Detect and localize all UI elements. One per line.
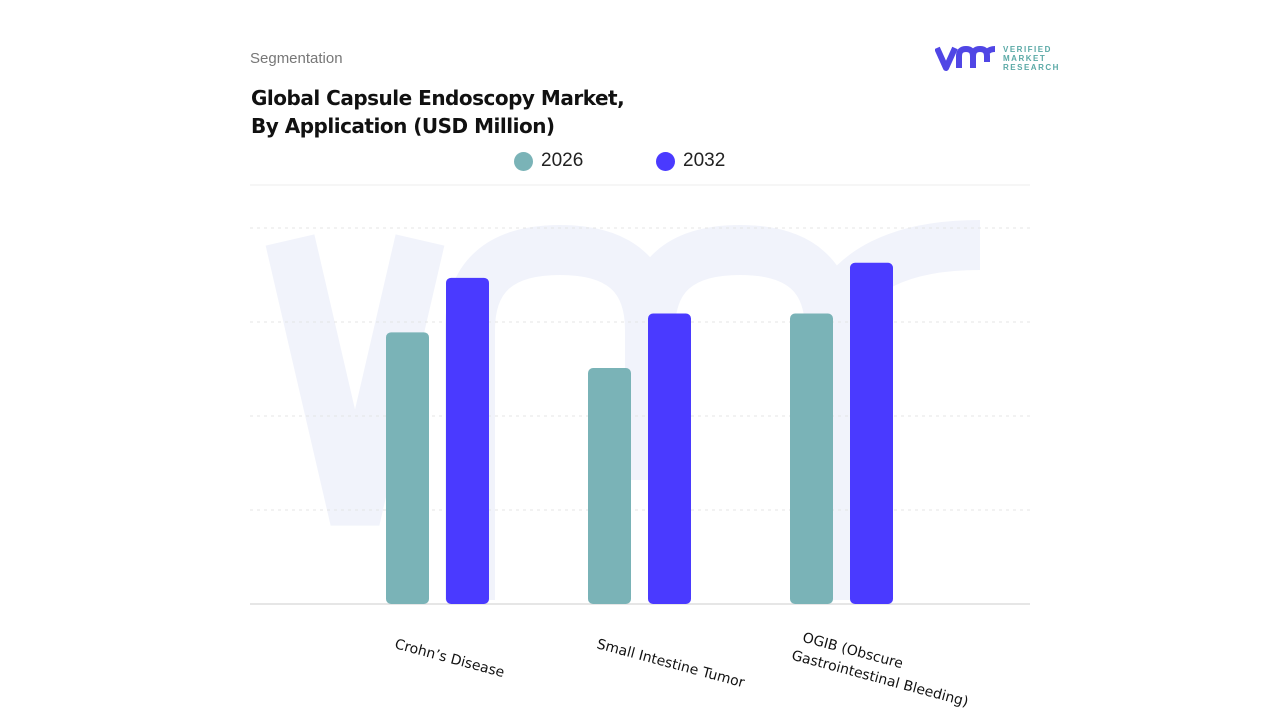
bar-2026-2 — [790, 313, 833, 604]
section-label: Segmentation — [250, 50, 343, 67]
logo-line-1: VERIFIED — [1003, 44, 1052, 54]
x-tick-label-line: Small Intestine Tumor — [595, 636, 746, 691]
title-line-1: Global Capsule Endoscopy Market, — [251, 86, 625, 110]
legend-swatch-2032 — [656, 151, 675, 171]
vmr-logo: VERIFIED MARKET RESEARCH — [935, 44, 1060, 72]
x-tick-label: Crohn’s Disease — [393, 636, 506, 681]
legend-swatch-2026 — [514, 151, 533, 171]
logo-line-3: RESEARCH — [1003, 62, 1060, 72]
legend-label-2026: 2026 — [541, 150, 584, 171]
vmr-logo-icon — [935, 45, 996, 71]
bar-2032-1 — [648, 313, 691, 604]
bar-2026-0 — [386, 332, 429, 604]
logo-line-2: MARKET — [1003, 53, 1047, 63]
title-line-2: By Application (USD Million) — [251, 114, 555, 138]
legend-item-2026: 2026 — [514, 150, 583, 172]
x-tick-label: OGIB (ObscureGastrointestinal Bleeding) — [790, 628, 975, 710]
bar-2026-1 — [588, 368, 631, 604]
bar-2032-0 — [446, 277, 489, 604]
x-tick-label-line: Crohn’s Disease — [393, 636, 506, 681]
chart-title: Global Capsule Endoscopy Market, By Appli… — [251, 84, 625, 140]
legend-item-2032: 2032 — [656, 150, 725, 172]
legend-label-2032: 2032 — [683, 150, 726, 171]
x-tick-label: Small Intestine Tumor — [595, 636, 746, 691]
bar-2032-2 — [850, 262, 893, 604]
